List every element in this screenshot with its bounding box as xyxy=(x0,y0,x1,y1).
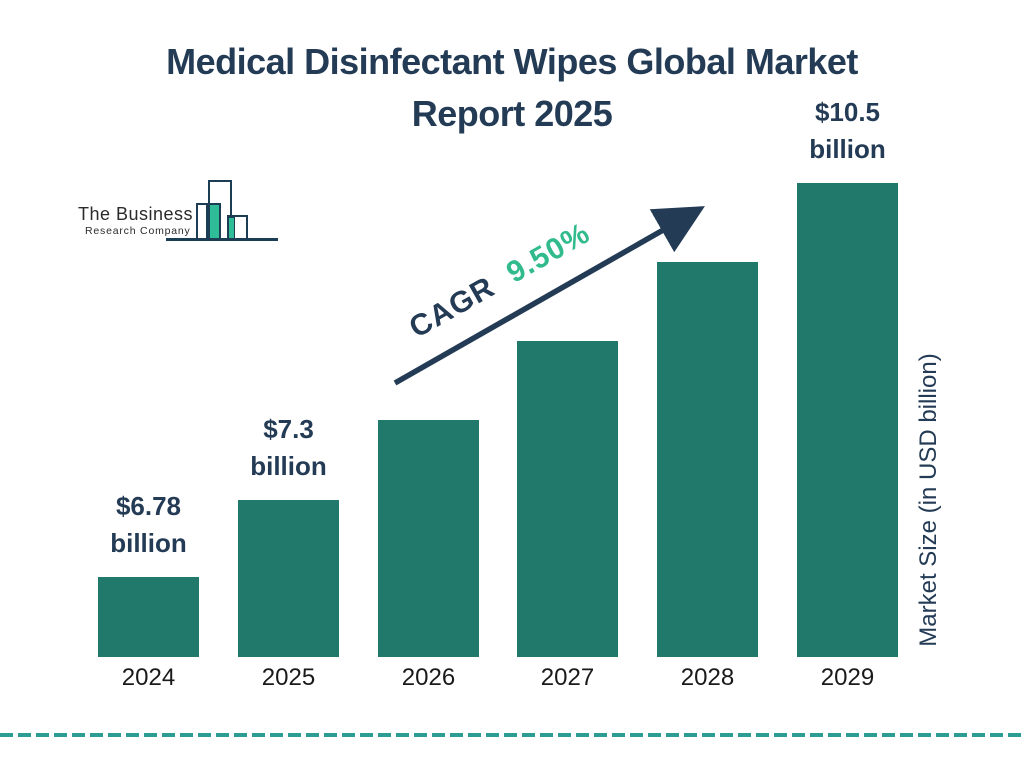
bar-2027 xyxy=(517,341,618,657)
logo-bar-teal-large xyxy=(208,203,221,240)
bar-2025 xyxy=(238,500,339,657)
logo-company-name: The Business xyxy=(78,204,194,224)
x-tick-2025: 2025 xyxy=(261,664,316,691)
logo-baseline xyxy=(166,238,278,241)
x-tick-2024: 2024 xyxy=(121,664,176,691)
chart-title-line1: Medical Disinfectant Wipes Global Market xyxy=(166,41,858,82)
x-tick-2026: 2026 xyxy=(401,664,456,691)
x-tick-2027: 2027 xyxy=(540,664,595,691)
logo-bar-teal-small xyxy=(228,217,235,240)
bottom-dashed-line xyxy=(0,733,1024,737)
chart-title-line2: Report 2025 xyxy=(411,93,613,134)
cagr-label: CAGR xyxy=(403,270,501,345)
y-axis-label: Market Size (in USD billion) xyxy=(915,353,942,647)
bar-2029 xyxy=(797,183,898,657)
cagr-value: 9.50% xyxy=(501,216,596,290)
chart-title: Medical Disinfectant Wipes Global Market… xyxy=(0,36,1024,140)
x-tick-2028: 2028 xyxy=(680,664,735,691)
company-logo: The Business Research Company xyxy=(60,170,290,255)
bar-2026 xyxy=(378,420,479,657)
value-label-2024: $6.78 billion xyxy=(110,491,187,558)
bar-2024 xyxy=(98,577,199,657)
value-label-2025: $7.3 billion xyxy=(250,414,327,481)
cagr-annotation: CAGR 9.50% xyxy=(404,217,596,346)
x-tick-2029: 2029 xyxy=(820,664,875,691)
bar-2028 xyxy=(657,262,758,657)
logo-bar-left-outline xyxy=(196,203,208,240)
logo-company-subname: Research Company xyxy=(85,225,191,237)
value-label-2029: $10.5 billion xyxy=(809,97,886,164)
